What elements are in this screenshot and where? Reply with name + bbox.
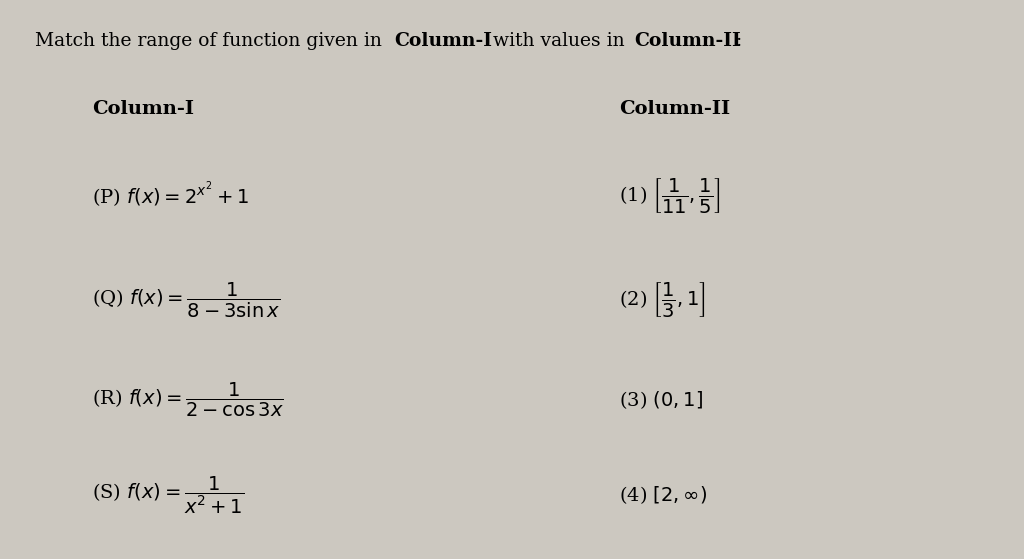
Text: Match the range of function given in: Match the range of function given in bbox=[35, 32, 388, 50]
Text: with values in: with values in bbox=[487, 32, 631, 50]
Text: :: : bbox=[736, 32, 742, 50]
Text: (S) $f(x)=\dfrac{1}{x^2+1}$: (S) $f(x)=\dfrac{1}{x^2+1}$ bbox=[92, 474, 245, 516]
Text: Column-II: Column-II bbox=[634, 32, 740, 50]
Text: (4) $[2,\infty)$: (4) $[2,\infty)$ bbox=[618, 484, 707, 506]
Text: (2) $\left[\dfrac{1}{3},1\right]$: (2) $\left[\dfrac{1}{3},1\right]$ bbox=[618, 281, 706, 320]
Text: (1) $\left[\dfrac{1}{11},\dfrac{1}{5}\right]$: (1) $\left[\dfrac{1}{11},\dfrac{1}{5}\ri… bbox=[618, 176, 721, 215]
Text: (3) $(0,1]$: (3) $(0,1]$ bbox=[618, 389, 703, 411]
Text: Column-I: Column-I bbox=[92, 100, 194, 118]
Text: Column-II: Column-II bbox=[618, 100, 730, 118]
Text: (P) $f(x) = 2^{x^2} + 1$: (P) $f(x) = 2^{x^2} + 1$ bbox=[92, 181, 249, 210]
Text: Column-I: Column-I bbox=[394, 32, 492, 50]
Text: (R) $f(x)=\dfrac{1}{2-\cos 3x}$: (R) $f(x)=\dfrac{1}{2-\cos 3x}$ bbox=[92, 381, 284, 419]
Text: (Q) $f(x)=\dfrac{1}{8-3\sin x}$: (Q) $f(x)=\dfrac{1}{8-3\sin x}$ bbox=[92, 281, 281, 320]
